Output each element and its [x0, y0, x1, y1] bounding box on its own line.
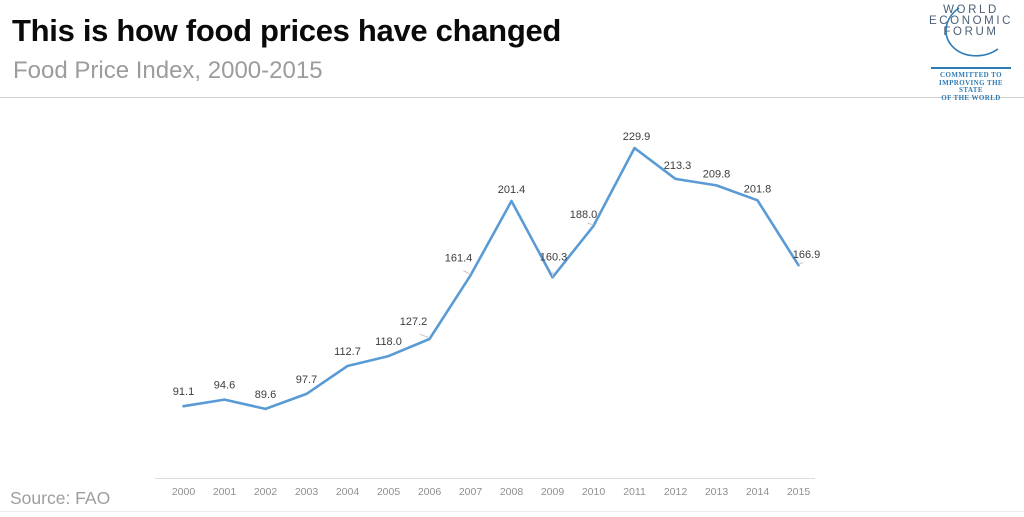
data-point-label: 127.2: [400, 316, 428, 328]
chart-line: [182, 146, 800, 411]
page-subtitle: Food Price Index, 2000-2015: [13, 57, 323, 84]
x-tick-label: 2001: [213, 486, 237, 498]
label-leader-line: [419, 333, 430, 339]
x-tick-label: 2014: [746, 486, 770, 498]
wef-logo-line-world: WORLD: [943, 4, 999, 16]
data-point-label: 91.1: [173, 386, 194, 398]
wef-tagline-line1: COMMITTED TO: [940, 71, 1002, 79]
x-tick-label: 2008: [500, 486, 524, 498]
x-tick-label: 2004: [336, 486, 360, 498]
x-tick-label: 2011: [623, 486, 646, 498]
label-leader-line: [798, 262, 804, 265]
data-point-label: 161.4: [445, 252, 473, 264]
chart-canvas: 2000 2001 2002 2003 2004 2005 2006 2007 2008 2009…: [155, 131, 821, 498]
data-point-label: 201.8: [744, 183, 772, 195]
label-leader-line: [463, 270, 471, 275]
wef-logo-line-forum: FORUM: [943, 26, 999, 38]
x-tick-label: 2006: [418, 486, 442, 498]
header-divider: [0, 97, 1024, 98]
wef-arc-icon: [945, 7, 999, 57]
wef-tagline-line3: OF THE WORLD: [941, 93, 1001, 102]
data-point-label: 112.7: [334, 346, 361, 358]
data-point-label: 89.6: [255, 389, 276, 401]
label-leader-line: [552, 271, 554, 277]
data-point-label: 97.7: [296, 374, 317, 386]
data-point-label: 229.9: [623, 131, 651, 143]
x-tick-label: 2009: [541, 486, 565, 498]
wef-logo-divider: [931, 67, 1011, 69]
wef-logo: WORLD ECONOMIC FORUM COMMITTED TO IMPROV…: [926, 4, 1016, 101]
wef-logo-text: WORLD ECONOMIC FORUM: [926, 4, 1016, 38]
data-point-label: 160.3: [540, 251, 568, 263]
data-point-label: 118.0: [375, 336, 402, 348]
data-point-label: 166.9: [793, 249, 821, 261]
x-tick-label: 2015: [787, 486, 811, 498]
x-tick-label: 2012: [664, 486, 688, 498]
x-tick-label: 2007: [459, 486, 483, 498]
source-label: Source: FAO: [10, 488, 111, 508]
x-tick-label: 2000: [172, 486, 196, 498]
label-leader-line: [587, 222, 594, 226]
food-price-chart: 2000 2001 2002 2003 2004 2005 2006 2007 2008 2009…: [0, 98, 1024, 512]
x-tick-label: 2005: [377, 486, 401, 498]
x-tick-label: 2010: [582, 486, 606, 498]
wef-logo-line-economic: ECONOMIC: [928, 15, 1014, 27]
page-title: This is how food prices have changed: [12, 13, 562, 48]
data-point-label: 94.6: [214, 380, 235, 392]
data-point-label: 209.8: [703, 168, 731, 180]
x-tick-label: 2013: [705, 486, 729, 498]
wef-tagline: COMMITTED TO IMPROVING THE STATE OF THE …: [926, 71, 1016, 102]
data-point-label: 188.0: [570, 209, 598, 221]
wef-tagline-line2: IMPROVING THE STATE: [939, 78, 1003, 95]
x-tick-label: 2002: [254, 486, 278, 498]
data-point-label: 201.4: [498, 184, 526, 196]
data-point-label: 213.3: [664, 160, 692, 172]
x-tick-label: 2003: [295, 486, 319, 498]
